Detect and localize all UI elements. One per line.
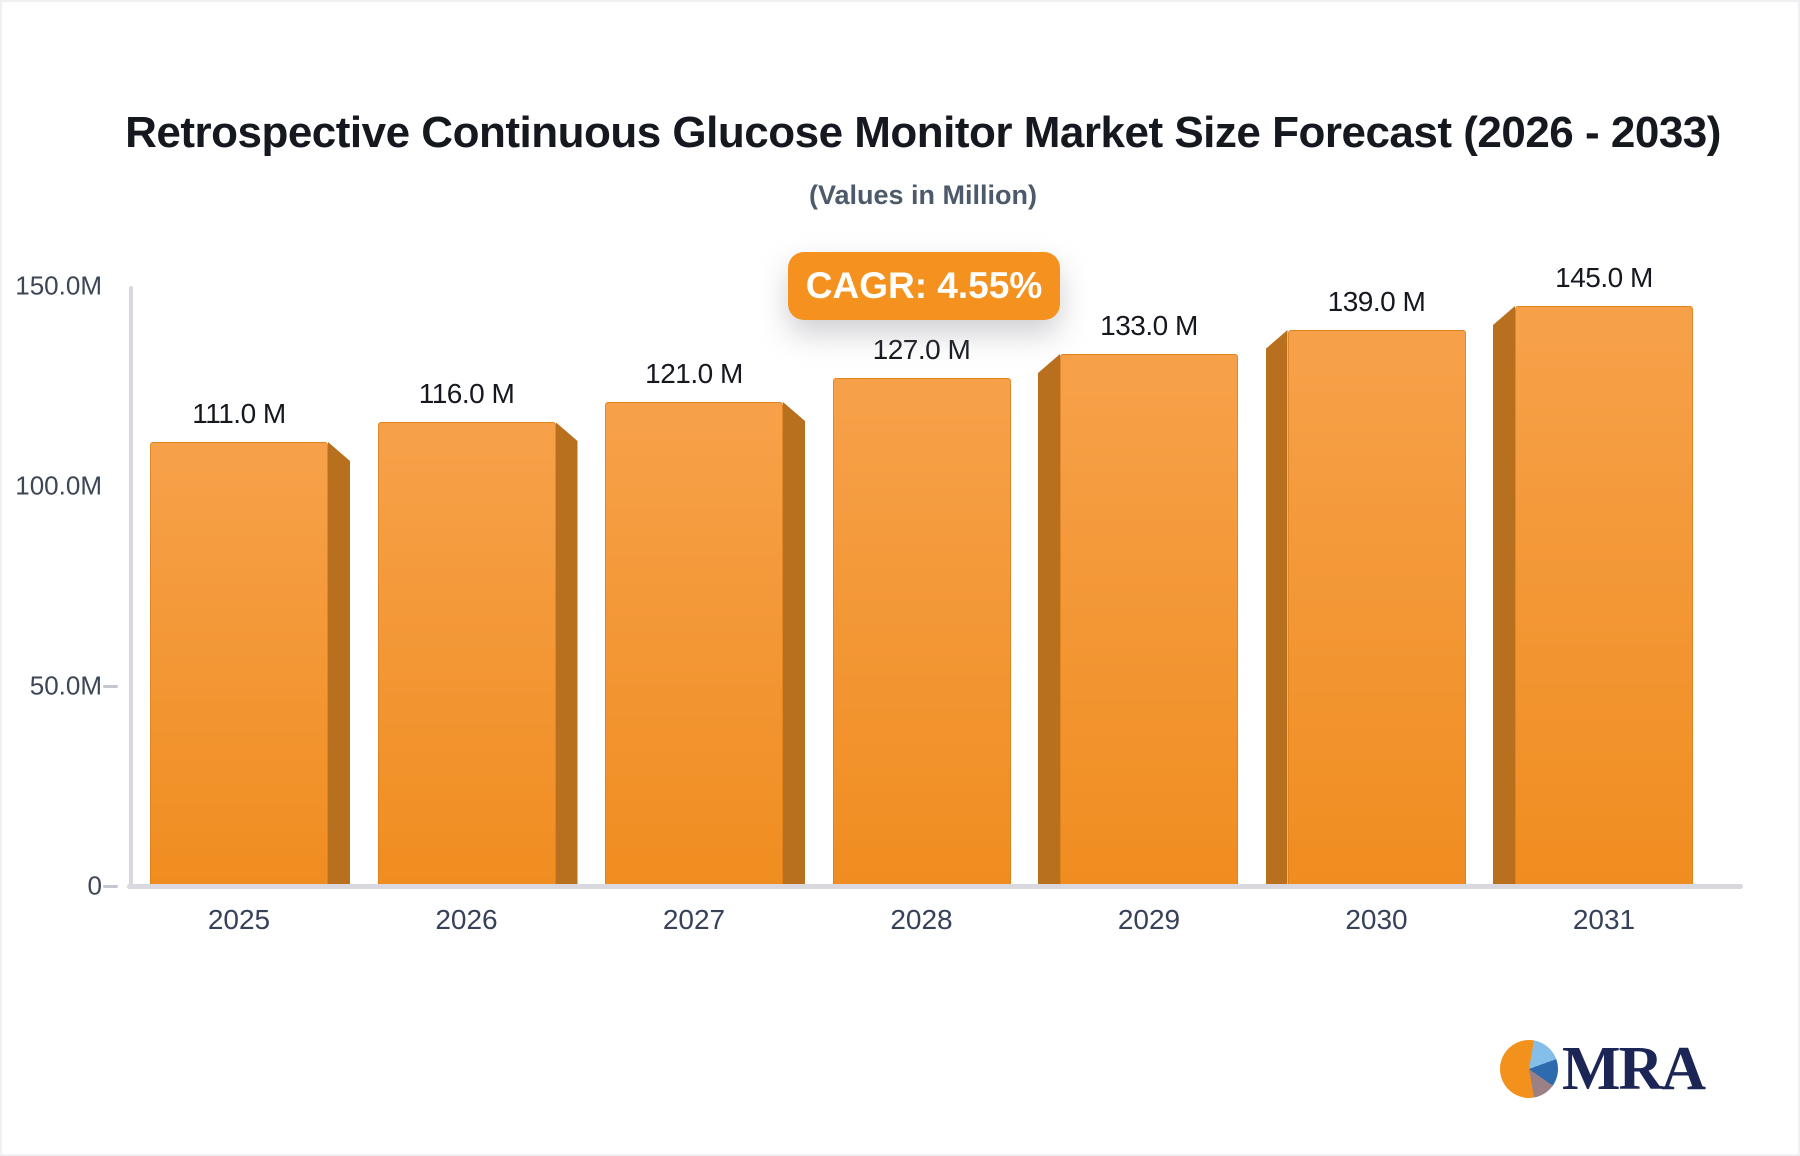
- bar-2026: [377, 422, 556, 886]
- bar-value-label: 133.0 M: [1100, 310, 1198, 341]
- y-axis-label: 150.0M: [15, 270, 102, 301]
- mra-logo: MRA: [1500, 1035, 1706, 1103]
- x-axis-baseline: [127, 884, 1743, 889]
- cagr-badge-label: CAGR: 4.55%: [805, 265, 1043, 306]
- x-axis-label: 2029: [1117, 904, 1181, 935]
- x-axis-label: 2028: [890, 904, 953, 935]
- bar-value-label: 116.0 M: [418, 378, 515, 409]
- bar-side-face: [1265, 330, 1288, 886]
- x-axis-label: 2030: [1345, 904, 1408, 935]
- y-axis-label: 100.0M: [15, 470, 102, 501]
- bar-value-label: 121.0 M: [645, 358, 743, 389]
- bar-side-face: [555, 422, 578, 886]
- bar-side-face: [328, 442, 350, 886]
- bar-2030: [1287, 330, 1466, 886]
- bar-value-label: 127.0 M: [872, 334, 971, 365]
- bar-value-label: 145.0 M: [1555, 262, 1653, 293]
- bar-side-face: [1038, 354, 1060, 886]
- x-axis-label: 2027: [662, 904, 726, 935]
- y-axis-tick-mark: [103, 685, 118, 688]
- chart-title: Retrospective Continuous Glucose Monitor…: [125, 108, 1721, 157]
- cagr-badge: CAGR: 4.55%: [788, 252, 1060, 320]
- bar-side-face: [1493, 306, 1515, 886]
- x-axis-label: 2025: [207, 904, 271, 935]
- bar-2025: [150, 442, 328, 886]
- mra-logo-text: MRA: [1562, 1035, 1706, 1103]
- bar-value-label: 111.0 M: [192, 398, 286, 429]
- mra-logo-pie-icon: [1500, 1040, 1558, 1098]
- y-axis-tick-mark: [103, 885, 118, 888]
- y-axis-label: 50.0M: [29, 670, 102, 701]
- y-axis-label: 0: [87, 870, 102, 901]
- bar-value-label: 139.0 M: [1327, 286, 1426, 317]
- y-axis-line: [129, 286, 133, 886]
- x-axis-label: 2031: [1572, 904, 1636, 935]
- x-axis-label: 2026: [435, 904, 498, 935]
- bar-2028: [832, 378, 1011, 886]
- bar-2031: [1515, 306, 1693, 886]
- bar-side-face: [783, 402, 805, 886]
- chart-header: Retrospective Continuous Glucose Monitor…: [46, 108, 1800, 211]
- chart-subtitle: (Values in Million): [808, 180, 1038, 210]
- bar-2027: [605, 402, 783, 886]
- bar-2029: [1060, 354, 1238, 886]
